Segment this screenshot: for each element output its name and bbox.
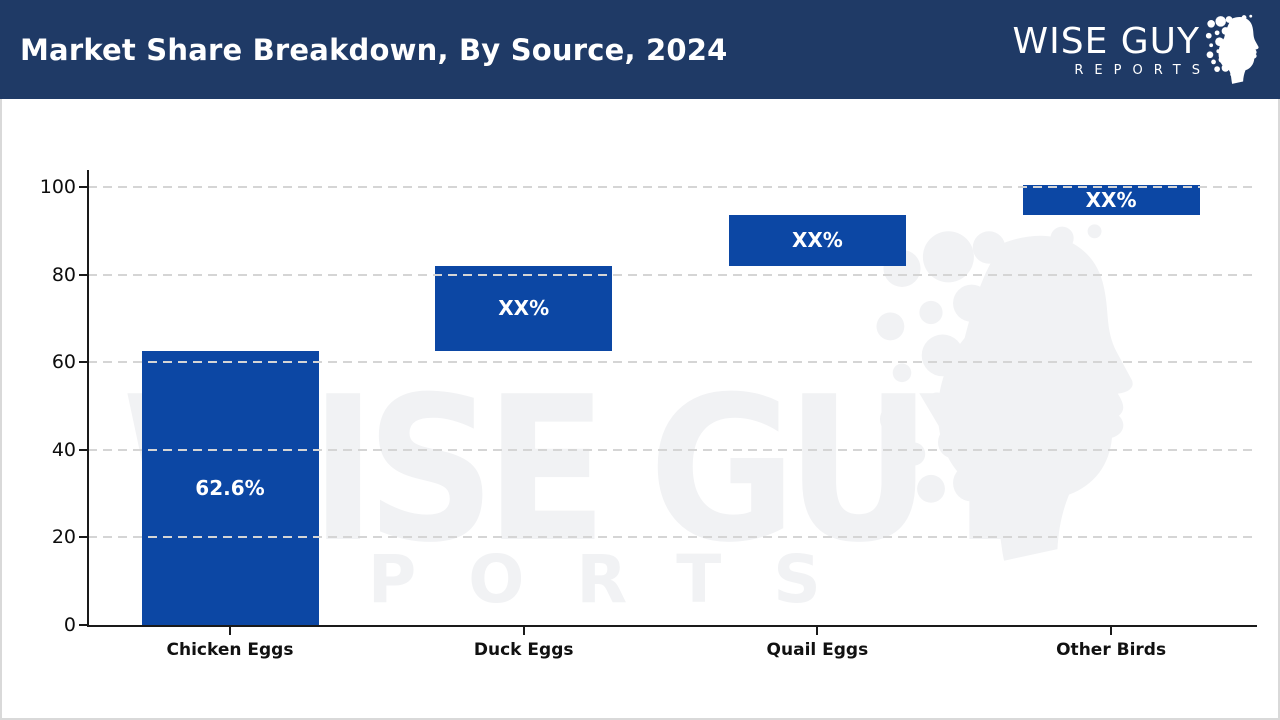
y-tick-60 — [79, 361, 88, 364]
y-tick-20 — [79, 536, 88, 539]
bar-chicken-eggs: 62.6% — [141, 350, 319, 625]
y-tick-label-20: 20 — [51, 526, 76, 549]
bar-value-label: 62.6% — [195, 475, 265, 500]
x-category-label: Chicken Eggs — [166, 640, 294, 660]
y-tick-100 — [79, 186, 88, 188]
face-logo-icon — [1204, 10, 1266, 90]
y-tick-80 — [79, 273, 88, 276]
bar-other-birds: XX% — [1022, 184, 1200, 215]
x-tick-1 — [522, 627, 525, 635]
x-tick-3 — [1110, 627, 1113, 635]
bar-duck-eggs: XX% — [435, 265, 613, 351]
y-tick-label-60: 60 — [51, 351, 76, 374]
y-tick-label-0: 0 — [63, 614, 76, 636]
face-watermark-icon — [852, 222, 1184, 570]
y-tick-label-100: 100 — [39, 176, 76, 198]
y-axis-line — [87, 170, 89, 627]
x-tick-0 — [229, 627, 231, 635]
wiseguy-logo: WISE GUY REPORTS — [1006, 6, 1266, 94]
x-category-label: Quail Eggs — [766, 640, 869, 660]
page-title: Market Share Breakdown, By Source, 2024 — [20, 32, 728, 67]
header-bar: Market Share Breakdown, By Source, 2024 … — [0, 0, 1280, 99]
logo-text: WISE GUY REPORTS — [1013, 22, 1201, 80]
x-tick-2 — [816, 627, 819, 635]
bar-value-label: XX% — [791, 228, 843, 253]
y-tick-label-40: 40 — [51, 438, 76, 461]
x-category-label: Duck Eggs — [473, 640, 574, 660]
x-axis-line — [87, 625, 1257, 627]
y-tick-0 — [79, 624, 88, 626]
logo-brand-name: WISE GUY — [1012, 21, 1200, 62]
y-tick-label-80: 80 — [51, 263, 76, 286]
bar-value-label: XX% — [1085, 187, 1137, 212]
y-tick-40 — [79, 448, 88, 451]
logo-brand-subtitle: REPORTS — [1074, 63, 1211, 78]
bar-quail-eggs: XX% — [728, 214, 906, 266]
x-category-label: Other Birds — [1056, 640, 1167, 660]
bar-value-label: XX% — [498, 296, 550, 321]
